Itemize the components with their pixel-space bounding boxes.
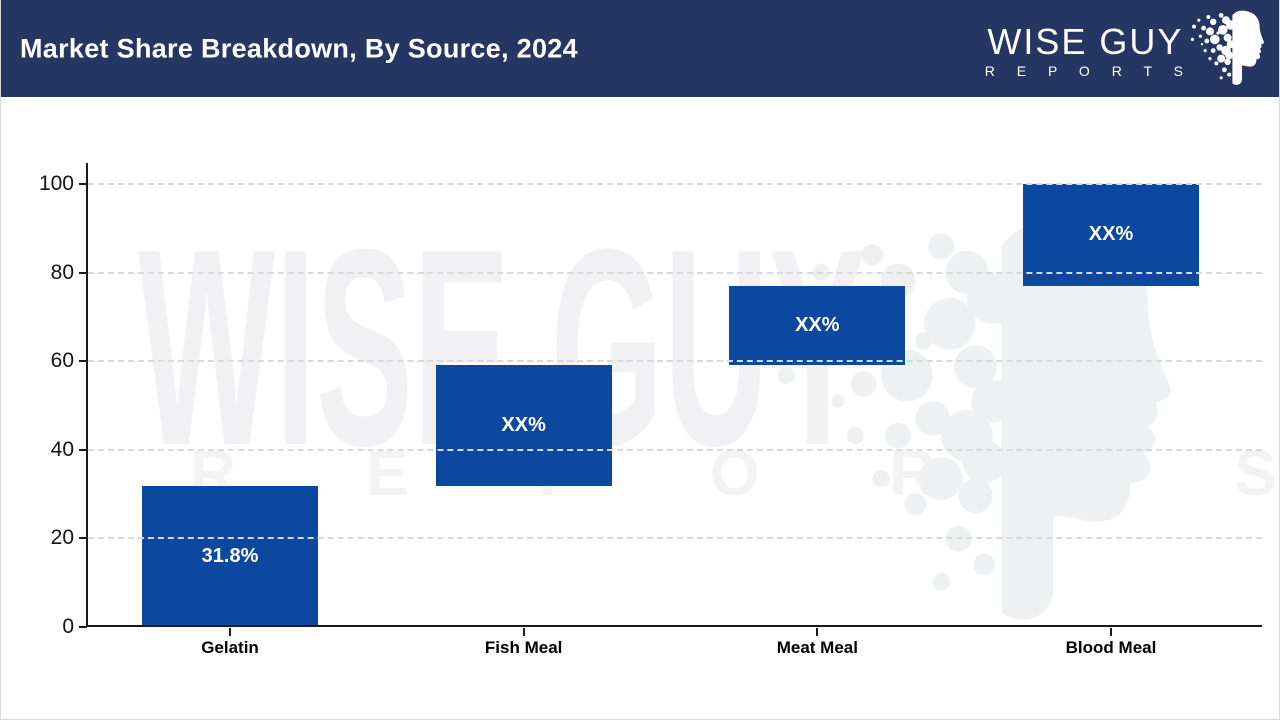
y-tick-label: 0: [62, 614, 74, 638]
brand-subname: R E P O R T S: [984, 62, 1192, 79]
y-tick-label: 20: [50, 526, 74, 549]
y-tick-mark: [79, 271, 87, 274]
bar-value-label: XX%: [795, 314, 840, 337]
gridline-40: [88, 448, 1262, 451]
bar-value-label: 31.8%: [201, 544, 259, 567]
brand-logo-text: WISE GUY R E P O R T S: [979, 20, 1192, 79]
y-tick-label: 60: [50, 349, 74, 372]
x-tick-mark: [522, 628, 525, 636]
bar-segment-gelatin: 31.8%: [142, 485, 318, 627]
y-axis-line: [86, 163, 88, 627]
y-tick-label: 40: [50, 437, 74, 461]
bar-value-label: XX%: [1088, 223, 1134, 246]
y-tick-mark: [79, 625, 87, 628]
gridline-20: [88, 537, 1262, 539]
header-bar: Market Share Breakdown, By Source, 2024 …: [0, 0, 1280, 97]
x-category-label: Meat Meal: [776, 638, 858, 657]
bar-segment-blood-meal: XX%: [1023, 184, 1199, 286]
bar-value-label: XX%: [501, 414, 546, 437]
x-axis-line: [86, 624, 1262, 627]
page-title: Market Share Breakdown, By Source, 2024: [20, 33, 578, 63]
x-tick-mark: [229, 628, 231, 636]
y-tick-mark: [79, 183, 87, 185]
bar-segment-fish-meal: XX%: [435, 365, 612, 486]
gridline-80: [88, 271, 1262, 274]
brand-face-dots-icon: [1190, 10, 1264, 85]
y-tick-label: 100: [38, 172, 74, 195]
bar-segment-meat-meal: XX%: [729, 285, 906, 366]
y-tick-mark: [79, 448, 87, 451]
brand-name: WISE GUY: [987, 20, 1184, 62]
x-tick-mark: [816, 628, 819, 636]
y-tick-mark: [79, 360, 87, 362]
x-category-label: Fish Meal: [484, 638, 563, 657]
x-category-label: Gelatin: [201, 638, 259, 657]
x-category-label: Blood Meal: [1065, 638, 1157, 657]
y-tick-label: 80: [50, 260, 74, 284]
gridline-60: [88, 360, 1262, 362]
gridline-100: [88, 183, 1262, 185]
y-tick-mark: [79, 537, 87, 539]
x-tick-mark: [1110, 628, 1112, 636]
brand-logo: WISE GUY R E P O R T S: [979, 4, 1266, 94]
